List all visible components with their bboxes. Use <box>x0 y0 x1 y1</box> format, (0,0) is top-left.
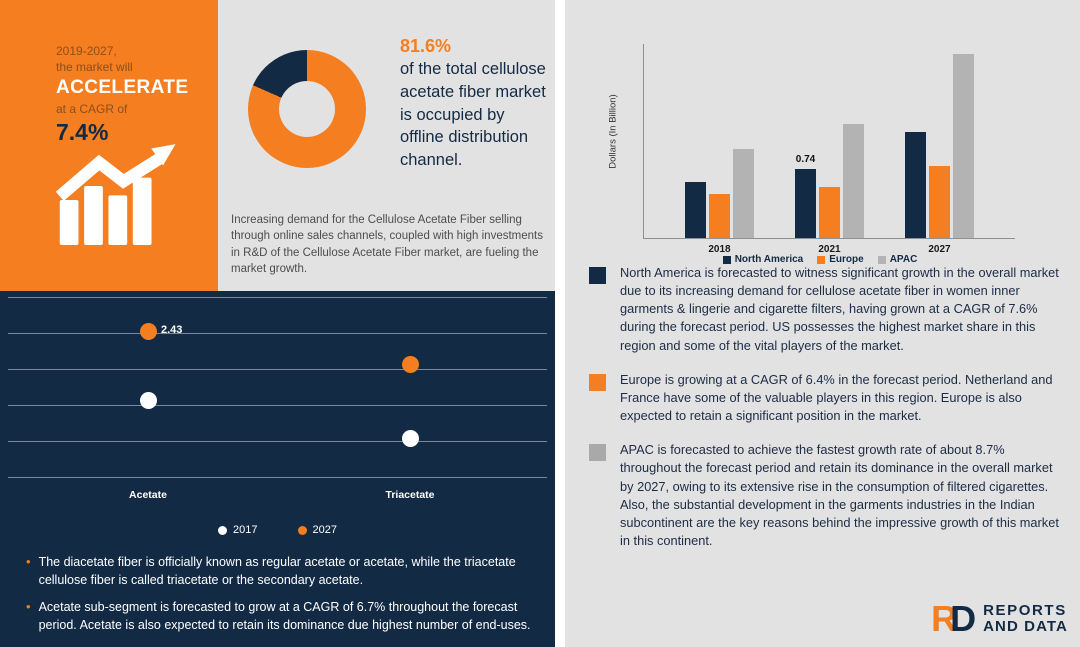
legend-label-apac: APAC <box>889 254 918 265</box>
dot-2027-Triacetate <box>401 356 419 374</box>
bar-europe-2018 <box>709 194 730 238</box>
bar-group-2018: 2018 <box>685 149 754 255</box>
dot-annotation: 2.43 <box>161 324 183 337</box>
bar-annotation: 0.74 <box>795 154 816 165</box>
bar-north-america-2021: 0.74 <box>795 154 816 238</box>
europe-marker-icon <box>589 373 606 391</box>
legend-item-europe: Europe <box>817 254 864 265</box>
bar-category-label: 2018 <box>708 244 731 255</box>
legend-dot-2017-icon <box>218 525 228 535</box>
market-will-label: the market will <box>56 59 133 74</box>
donut-chart <box>248 50 366 168</box>
note-north-america: North America is forecasted to witness s… <box>589 264 1064 355</box>
legend-dot-2027-icon <box>297 525 307 535</box>
dot-plot: Acetate Triacetate 2.43 <box>0 291 555 521</box>
segment-note-2: • Acetate sub-segment is forecasted to g… <box>26 598 538 634</box>
offline-share-stat: 81.6% <box>400 36 452 56</box>
donut-hole <box>279 81 335 137</box>
logo-line-reports: REPORTS <box>983 601 1067 619</box>
dot-2017-Triacetate <box>401 429 419 447</box>
note-europe: Europe is growing at a CAGR of 6.4% in t… <box>589 371 1064 425</box>
bar-category-label: 2021 <box>818 244 841 255</box>
segment-chart-panel: Acetate Triacetate 2.43 2017 2027 • The … <box>0 291 555 647</box>
bar-apac-2021 <box>843 124 864 238</box>
legend-item-2017: 2017 <box>218 524 258 536</box>
logo-line-and-data: AND DATA <box>983 618 1068 635</box>
legend-square-north-america-icon <box>722 255 731 264</box>
europe-note-text: Europe is growing at a CAGR of 6.4% in t… <box>620 371 1053 424</box>
rd-monogram-icon: R D <box>931 601 976 637</box>
legend-label-2017: 2017 <box>233 524 258 536</box>
segment-note-1: • The diacetate fiber is officially know… <box>26 553 538 589</box>
dot-2027-Acetate <box>139 322 157 340</box>
legend-item-north-america: North America <box>722 254 804 265</box>
logo-letter-d: D <box>950 598 977 639</box>
north-america-marker-icon <box>589 267 606 284</box>
accelerate-headline: ACCELERATE <box>56 77 189 99</box>
grid-line <box>8 405 547 406</box>
legend-item-apac: APAC <box>877 254 918 265</box>
apac-marker-icon <box>589 444 606 462</box>
left-section: 2019-2027, the market will ACCELERATE at… <box>0 0 555 647</box>
y-axis-label: Dollars (In Billion) <box>607 94 619 169</box>
legend-label-europe: Europe <box>829 254 864 265</box>
cagr-highlight-box: 2019-2027, the market will ACCELERATE at… <box>0 0 218 291</box>
segment-note-1-text: The diacetate fiber is officially known … <box>38 555 516 588</box>
bar-europe-2027 <box>929 166 950 238</box>
cagr-label: at a CAGR of <box>56 101 128 116</box>
growth-arrow-icon <box>55 144 176 245</box>
reports-and-data-logo: R D REPORTS AND DATA <box>931 601 1068 637</box>
dot-2017-Acetate <box>139 391 157 409</box>
region-notes: North America is forecasted to witness s… <box>589 264 1064 566</box>
bar-category-label: 2027 <box>928 244 951 255</box>
apac-note-text: APAC is forecasted to achieve the fastes… <box>620 442 1059 549</box>
bar-north-america-2027 <box>905 132 926 238</box>
bullet-icon: • <box>26 554 31 569</box>
note-apac: APAC is forecasted to achieve the fastes… <box>589 441 1064 550</box>
grid-line <box>8 369 547 370</box>
cagr-text-block: 2019-2027, the market will ACCELERATE at… <box>56 44 188 148</box>
x-label-triacetate: Triacetate <box>385 489 435 501</box>
bar-group-2027: 2027 <box>905 54 974 255</box>
bullet-icon: • <box>26 599 31 615</box>
logo-letter-r: R <box>931 598 958 639</box>
grid-line <box>8 441 547 442</box>
bar-plot-area: 2018 0.74 2021 2027 <box>643 44 1015 255</box>
bar-north-america-2018 <box>685 182 706 238</box>
bar-apac-2018 <box>733 149 754 238</box>
grid-line <box>8 297 547 298</box>
north-america-note-text: North America is forecasted to witness s… <box>620 265 1059 353</box>
cagr-value: 7.4% <box>56 119 109 146</box>
legend-square-europe-icon <box>817 255 826 264</box>
market-growth-paragraph: Increasing demand for the Cellulose Acet… <box>231 214 543 275</box>
regional-section: Dollars (In Billion) 2018 0.74 2021 2027 No… <box>565 0 1080 647</box>
bar-chart-legend: North America Europe APAC <box>605 254 1035 265</box>
bar-europe-2021 <box>819 187 840 238</box>
legend-square-apac-icon <box>877 255 886 264</box>
offline-share-headline: of the total cellulose acetate fiber mar… <box>400 60 546 170</box>
legend-label-2027: 2027 <box>312 524 337 536</box>
legend-item-2027: 2027 <box>297 524 337 536</box>
segment-notes: • The diacetate fiber is officially know… <box>26 553 538 644</box>
legend-label-north-america: North America <box>734 254 804 265</box>
segment-note-2-text: Acetate sub-segment is forecasted to gro… <box>38 600 531 633</box>
distribution-channel-section: 81.6% of the total cellulose acetate fib… <box>218 0 555 291</box>
x-label-acetate: Acetate <box>129 489 167 501</box>
bar-apac-2027 <box>953 54 974 238</box>
regional-bar-chart: Dollars (In Billion) 2018 0.74 2021 2027 No… <box>605 30 1035 280</box>
dot-plot-legend: 2017 2027 <box>0 524 555 536</box>
grid-line <box>8 333 547 334</box>
grid-line <box>8 477 547 478</box>
period-label: 2019-2027, <box>56 44 117 58</box>
bar-group-2021: 0.74 2021 <box>795 124 864 255</box>
logo-text: REPORTS AND DATA <box>983 601 1068 636</box>
